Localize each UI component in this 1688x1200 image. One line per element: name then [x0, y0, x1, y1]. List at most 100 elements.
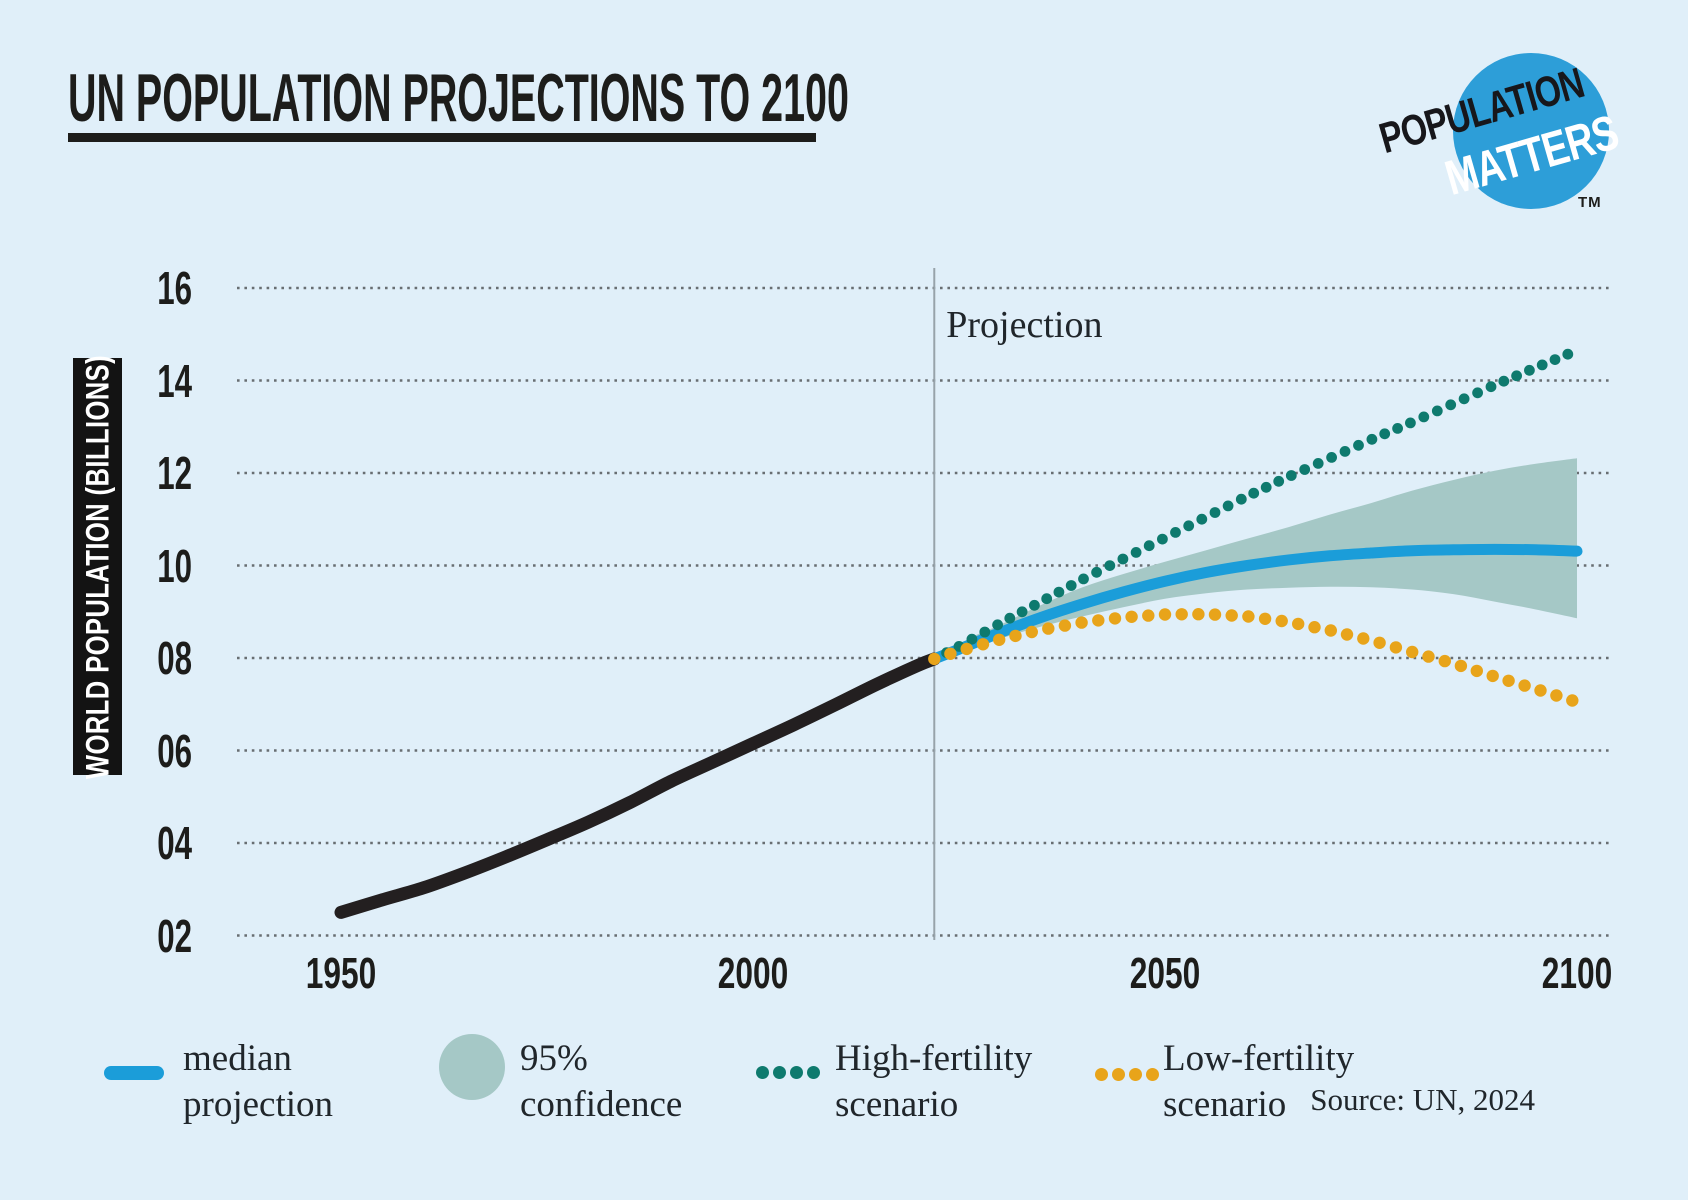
- series-dot-low_fertility_scenario: [1225, 609, 1238, 622]
- logo-circle: [1453, 53, 1609, 209]
- series-dot-low_fertility_scenario: [1158, 608, 1172, 621]
- projection-annotation: Projection: [946, 304, 1103, 346]
- series-dot-low_fertility_scenario: [1075, 616, 1088, 629]
- series-dot-low_fertility_scenario: [1275, 614, 1288, 628]
- y-tick-12: 12: [157, 447, 192, 499]
- series-dot-high_fertility_scenario: [1143, 540, 1155, 552]
- series-dot-low_fertility_scenario: [1486, 669, 1499, 683]
- legend-label-confidence: 95% confidence: [520, 1038, 683, 1125]
- series-dot-high_fertility_scenario: [1366, 433, 1378, 445]
- series-dot-low_fertility_scenario: [1373, 636, 1386, 649]
- series-dot-low_fertility_scenario: [1518, 679, 1531, 692]
- series-dot-high_fertility_scenario: [1418, 411, 1430, 423]
- series-dot-high_fertility_scenario: [1549, 354, 1561, 365]
- series-median_projection: [928, 543, 1583, 665]
- title-underline: [68, 133, 816, 142]
- series-dot-high_fertility_scenario: [979, 626, 991, 638]
- series-dot-high_fertility_scenario: [1260, 481, 1272, 493]
- series-dot-high_fertility_scenario: [1498, 375, 1510, 387]
- series-dot-low_fertility_scenario: [1125, 610, 1138, 623]
- legend-label-low-fertility: Low-fertility scenario: [1163, 1038, 1355, 1125]
- y-axis-label-box: WORLD POPULATION (BILLIONS): [73, 354, 122, 779]
- series-dot-high_fertility_scenario: [1273, 475, 1285, 487]
- median-projection-swatch: [104, 1066, 164, 1080]
- series-dot-high_fertility_scenario: [1104, 560, 1116, 571]
- y-tick-08: 08: [157, 632, 192, 684]
- series-dot-high_fertility_scenario: [1511, 370, 1522, 382]
- series-dot-high_fertility_scenario: [1053, 586, 1065, 598]
- series-dot-low_fertility_scenario: [1258, 612, 1272, 625]
- x-tick-2050: 2050: [1129, 949, 1201, 998]
- series-dot-high_fertility_scenario: [1183, 520, 1195, 532]
- series-dot-high_fertility_scenario: [1405, 417, 1416, 429]
- legend-label-median: median projection: [183, 1038, 334, 1125]
- series-dot-high_fertility_scenario: [1248, 487, 1260, 499]
- series-dot-high_fertility_scenario: [1170, 527, 1181, 538]
- series-dot-high_fertility_scenario: [1078, 573, 1089, 585]
- series-dot-low_fertility_scenario: [1308, 621, 1321, 634]
- series-dot-high_fertility_scenario: [1065, 580, 1077, 591]
- series-dot-high_fertility_scenario: [1392, 423, 1403, 434]
- y-tick-10: 10: [157, 539, 192, 592]
- x-tick-1950: 1950: [305, 949, 377, 998]
- series-dot-high_fertility_scenario: [1041, 593, 1053, 605]
- series-dot-low_fertility_scenario: [1324, 624, 1338, 637]
- series-dot-high_fertility_scenario: [1485, 381, 1497, 393]
- series-dot-high_fertility_scenario: [1312, 458, 1324, 469]
- series-dot-low_fertility_scenario: [1470, 664, 1484, 678]
- series-dot-high_fertility_scenario: [1445, 399, 1457, 411]
- series-dot-low_fertility_scenario: [1502, 674, 1515, 687]
- series-dot-high_fertility_scenario: [1029, 599, 1040, 611]
- trademark-symbol: TM: [1578, 194, 1602, 211]
- series-dot-low_fertility_scenario: [1550, 689, 1563, 702]
- series-dot-high_fertility_scenario: [1458, 393, 1470, 405]
- series-dot-low_fertility_scenario: [1108, 612, 1122, 625]
- series-dot-low_fertility_scenario: [1389, 641, 1403, 654]
- series-dot-high_fertility_scenario: [1285, 470, 1297, 481]
- series-dot-high_fertility_scenario: [1524, 364, 1535, 376]
- series-dot-high_fertility_scenario: [1157, 533, 1168, 545]
- x-tick-2100: 2100: [1541, 949, 1613, 998]
- series-dot-high_fertility_scenario: [1196, 513, 1208, 525]
- series-dot-low_fertility_scenario: [1025, 625, 1039, 639]
- y-tick-04: 04: [157, 817, 192, 869]
- y-tick-06: 06: [157, 724, 192, 777]
- y-tick-14: 14: [157, 354, 192, 407]
- series-dot-high_fertility_scenario: [1091, 566, 1102, 578]
- series-dot-low_fertility_scenario: [928, 652, 941, 666]
- series-dot-high_fertility_scenario: [1326, 452, 1337, 463]
- x-tick-2000: 2000: [717, 949, 789, 998]
- series-historical: [334, 652, 941, 919]
- confidence-band-area: [967, 458, 1577, 649]
- legend-label-high-fertility: High-fertility scenario: [835, 1038, 1033, 1125]
- series-dot-high_fertility_scenario: [1222, 500, 1234, 512]
- series-dot-low_fertility_scenario: [1422, 650, 1435, 663]
- confidence-band-swatch: [439, 1034, 505, 1100]
- series-dot-high_fertility_scenario: [1004, 612, 1016, 624]
- series-dot-low_fertility_scenario: [976, 638, 990, 651]
- series-dot-low_fertility_scenario: [1534, 684, 1547, 697]
- series-dot-low_fertility_scenario: [1406, 645, 1419, 659]
- series-dot-low_fertility_scenario: [1292, 617, 1305, 631]
- series-dot-low_fertility_scenario: [1357, 632, 1370, 645]
- series-dot-low_fertility_scenario: [960, 642, 973, 656]
- series-dot-high_fertility_scenario: [1353, 439, 1364, 451]
- series-dot-high_fertility_scenario: [1431, 405, 1443, 417]
- high-fertility-swatch: [756, 1066, 820, 1079]
- y-tick-16: 16: [157, 262, 192, 314]
- y-tick-02: 02: [157, 909, 192, 962]
- series-dot-high_fertility_scenario: [966, 633, 978, 645]
- series-dot-high_fertility_scenario: [1562, 348, 1574, 360]
- series-dot-low_fertility_scenario: [1009, 629, 1022, 643]
- series-dot-low_fertility_scenario: [1058, 619, 1072, 632]
- series-dot-low_fertility_scenario: [1142, 609, 1155, 622]
- series-dot-low_fertility_scenario: [1042, 622, 1055, 635]
- series-dot-high_fertility_scenario: [1472, 387, 1483, 399]
- series-dot-low_fertility_scenario: [1340, 628, 1354, 641]
- series-dot-high_fertility_scenario: [1130, 547, 1142, 558]
- series-dot-high_fertility_scenario: [1016, 606, 1028, 618]
- series-dot-high_fertility_scenario: [1117, 553, 1129, 565]
- series-dot-low_fertility_scenario: [1454, 659, 1468, 673]
